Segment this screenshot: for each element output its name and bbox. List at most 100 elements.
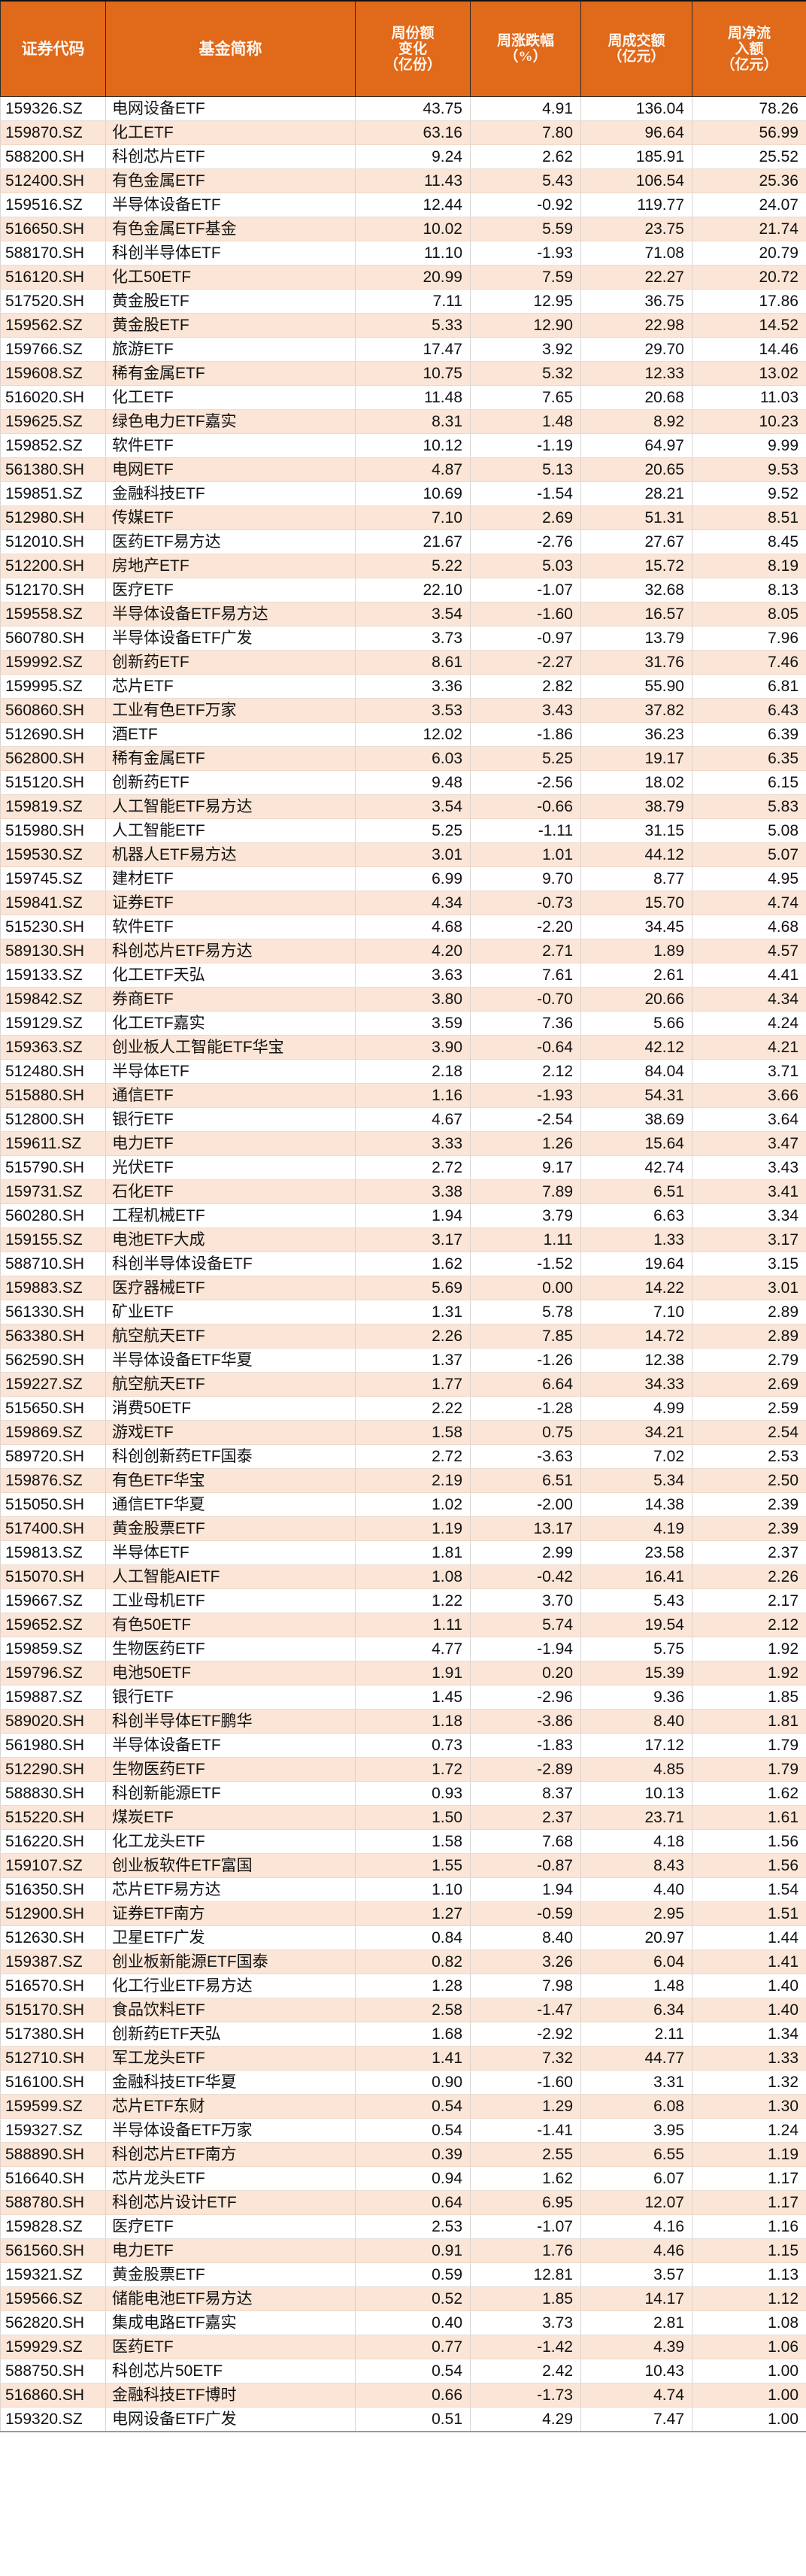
table-row[interactable]: 159227.SZ 航空航天ETF 1.77 6.64 34.33 2.69 <box>0 1372 806 1397</box>
table-row[interactable]: 515790.SH 光伏ETF 2.72 9.17 42.74 3.43 <box>0 1155 806 1180</box>
table-row[interactable]: 588890.SH 科创芯片ETF南方 0.39 2.55 6.55 1.19 <box>0 2142 806 2167</box>
table-row[interactable]: 588200.SH 科创芯片ETF 9.24 2.62 185.91 25.52 <box>0 144 806 169</box>
table-row[interactable]: 561980.SH 半导体设备ETF 0.73 -1.83 17.12 1.79 <box>0 1733 806 1758</box>
table-row[interactable]: 159530.SZ 机器人ETF易方达 3.01 1.01 44.12 5.07 <box>0 842 806 867</box>
table-row[interactable]: 588170.SH 科创半导体ETF 11.10 -1.93 71.08 20.79 <box>0 241 806 265</box>
table-row[interactable]: 159363.SZ 创业板人工智能ETF华宝 3.90 -0.64 42.12 4.21 <box>0 1035 806 1060</box>
table-row[interactable]: 588710.SH 科创半导体设备ETF 1.62 -1.52 19.64 3.15 <box>0 1252 806 1276</box>
table-row[interactable]: 159828.SZ 医疗ETF 2.53 -1.07 4.16 1.16 <box>0 2214 806 2239</box>
table-row[interactable]: 516100.SH 金融科技ETF华夏 0.90 -1.60 3.31 1.32 <box>0 2070 806 2095</box>
column-header-turnover[interactable]: 周成交额 （亿元） <box>580 0 692 97</box>
table-row[interactable]: 589720.SH 科创创新药ETF国泰 2.72 -3.63 7.02 2.53 <box>0 1444 806 1469</box>
table-row[interactable]: 159611.SZ 电力ETF 3.33 1.26 15.64 3.47 <box>0 1131 806 1156</box>
table-row[interactable]: 515650.SH 消费50ETF 2.22 -1.28 4.99 2.59 <box>0 1396 806 1421</box>
table-row[interactable]: 562590.SH 半导体设备ETF华夏 1.37 -1.26 12.38 2.79 <box>0 1348 806 1373</box>
table-row[interactable]: 159320.SZ 电网设备ETF广发 0.51 4.29 7.47 1.00 <box>0 2407 806 2432</box>
table-row[interactable]: 517400.SH 黄金股票ETF 1.19 13.17 4.19 2.39 <box>0 1516 806 1541</box>
table-row[interactable]: 159813.SZ 半导体ETF 1.81 2.99 23.58 2.37 <box>0 1540 806 1565</box>
table-row[interactable]: 159327.SZ 半导体设备ETF万家 0.54 -1.41 3.95 1.24 <box>0 2118 806 2143</box>
table-row[interactable]: 561560.SH 电力ETF 0.91 1.76 4.46 1.15 <box>0 2238 806 2263</box>
table-row[interactable]: 589020.SH 科创半导体ETF鹏华 1.18 -3.86 8.40 1.81 <box>0 1709 806 1734</box>
table-row[interactable]: 159870.SZ 化工ETF 63.16 7.80 96.64 56.99 <box>0 120 806 145</box>
table-row[interactable]: 516120.SH 化工50ETF 20.99 7.59 22.27 20.72 <box>0 265 806 290</box>
table-row[interactable]: 159796.SZ 电池50ETF 1.91 0.20 15.39 1.92 <box>0 1661 806 1685</box>
table-row[interactable]: 159992.SZ 创新药ETF 8.61 -2.27 31.76 7.46 <box>0 650 806 675</box>
table-row[interactable]: 588750.SH 科创芯片50ETF 0.54 2.42 10.43 1.00 <box>0 2359 806 2383</box>
table-row[interactable]: 512980.SH 传媒ETF 7.10 2.69 51.31 8.51 <box>0 505 806 530</box>
table-row[interactable]: 159995.SZ 芯片ETF 3.36 2.82 55.90 6.81 <box>0 674 806 699</box>
table-row[interactable]: 159652.SZ 有色50ETF 1.11 5.74 19.54 2.12 <box>0 1613 806 1637</box>
table-row[interactable]: 512900.SH 证券ETF南方 1.27 -0.59 2.95 1.51 <box>0 1901 806 1926</box>
table-row[interactable]: 515050.SH 通信ETF华夏 1.02 -2.00 14.38 2.39 <box>0 1492 806 1517</box>
table-row[interactable]: 159558.SZ 半导体设备ETF易方达 3.54 -1.60 16.57 8.05 <box>0 602 806 627</box>
table-row[interactable]: 159608.SZ 稀有金属ETF 10.75 5.32 12.33 13.02 <box>0 361 806 386</box>
table-row[interactable]: 512480.SH 半导体ETF 2.18 2.12 84.04 3.71 <box>0 1059 806 1084</box>
table-row[interactable]: 517520.SH 黄金股ETF 7.11 12.95 36.75 17.86 <box>0 289 806 314</box>
table-row[interactable]: 515170.SH 食品饮料ETF 2.58 -1.47 6.34 1.40 <box>0 1998 806 2022</box>
table-row[interactable]: 515880.SH 通信ETF 1.16 -1.93 54.31 3.66 <box>0 1083 806 1108</box>
table-row[interactable]: 512800.SH 银行ETF 4.67 -2.54 38.69 3.64 <box>0 1107 806 1132</box>
table-row[interactable]: 515220.SH 煤炭ETF 1.50 2.37 23.71 1.61 <box>0 1805 806 1830</box>
table-row[interactable]: 562820.SH 集成电路ETF嘉实 0.40 3.73 2.81 1.08 <box>0 2311 806 2335</box>
table-row[interactable]: 159883.SZ 医疗器械ETF 5.69 0.00 14.22 3.01 <box>0 1276 806 1300</box>
table-row[interactable]: 512200.SH 房地产ETF 5.22 5.03 15.72 8.19 <box>0 554 806 578</box>
table-row[interactable]: 159667.SZ 工业母机ETF 1.22 3.70 5.43 2.17 <box>0 1588 806 1613</box>
table-row[interactable]: 159133.SZ 化工ETF天弘 3.63 7.61 2.61 4.41 <box>0 963 806 988</box>
table-row[interactable]: 560860.SH 工业有色ETF万家 3.53 3.43 37.82 6.43 <box>0 698 806 723</box>
table-row[interactable]: 159562.SZ 黄金股ETF 5.33 12.90 22.98 14.52 <box>0 313 806 338</box>
table-row[interactable]: 159842.SZ 券商ETF 3.80 -0.70 20.66 4.34 <box>0 987 806 1012</box>
table-row[interactable]: 159321.SZ 黄金股票ETF 0.59 12.81 3.57 1.13 <box>0 2262 806 2287</box>
table-row[interactable]: 516350.SH 芯片ETF易方达 1.10 1.94 4.40 1.54 <box>0 1877 806 1902</box>
table-row[interactable]: 516220.SH 化工龙头ETF 1.58 7.68 4.18 1.56 <box>0 1829 806 1854</box>
table-row[interactable]: 588780.SH 科创芯片设计ETF 0.64 6.95 12.07 1.17 <box>0 2190 806 2215</box>
table-row[interactable]: 517380.SH 创新药ETF天弘 1.68 -2.92 2.11 1.34 <box>0 2022 806 2047</box>
table-row[interactable]: 515070.SH 人工智能AIETF 1.08 -0.42 16.41 2.26 <box>0 1564 806 1589</box>
table-row[interactable]: 159851.SZ 金融科技ETF 10.69 -1.54 28.21 9.52 <box>0 481 806 506</box>
table-row[interactable]: 515980.SH 人工智能ETF 5.25 -1.11 31.15 5.08 <box>0 818 806 843</box>
table-row[interactable]: 159766.SZ 旅游ETF 17.47 3.92 29.70 14.46 <box>0 337 806 362</box>
table-row[interactable]: 159387.SZ 创业板新能源ETF国泰 0.82 3.26 6.04 1.41 <box>0 1949 806 1974</box>
table-row[interactable]: 159876.SZ 有色ETF华宝 2.19 6.51 5.34 2.50 <box>0 1468 806 1493</box>
table-row[interactable]: 589130.SH 科创芯片ETF易方达 4.20 2.71 1.89 4.57 <box>0 939 806 963</box>
table-row[interactable]: 516020.SH 化工ETF 11.48 7.65 20.68 11.03 <box>0 385 806 410</box>
table-row[interactable]: 159859.SZ 生物医药ETF 4.77 -1.94 5.75 1.92 <box>0 1637 806 1661</box>
table-row[interactable]: 159841.SZ 证券ETF 4.34 -0.73 15.70 4.74 <box>0 891 806 915</box>
table-row[interactable]: 515120.SH 创新药ETF 9.48 -2.56 18.02 6.15 <box>0 770 806 795</box>
column-header-name[interactable]: 基金简称 <box>105 0 356 97</box>
table-row[interactable]: 560780.SH 半导体设备ETF广发 3.73 -0.97 13.79 7.96 <box>0 626 806 651</box>
table-row[interactable]: 516570.SH 化工行业ETF易方达 1.28 7.98 1.48 1.40 <box>0 1974 806 1998</box>
table-row[interactable]: 516860.SH 金融科技ETF博时 0.66 -1.73 4.74 1.00 <box>0 2383 806 2408</box>
table-row[interactable]: 159155.SZ 电池ETF大成 3.17 1.11 1.33 3.17 <box>0 1227 806 1252</box>
table-row[interactable]: 516640.SH 芯片龙头ETF 0.94 1.62 6.07 1.17 <box>0 2166 806 2191</box>
table-row[interactable]: 159599.SZ 芯片ETF东财 0.54 1.29 6.08 1.30 <box>0 2094 806 2119</box>
column-header-week-change[interactable]: 周涨跌幅 （%） <box>470 0 581 97</box>
table-row[interactable]: 159625.SZ 绿色电力ETF嘉实 8.31 1.48 8.92 10.23 <box>0 409 806 434</box>
table-row[interactable]: 159869.SZ 游戏ETF 1.58 0.75 34.21 2.54 <box>0 1420 806 1445</box>
column-header-share-change[interactable]: 周份额 变化 （亿份） <box>355 0 471 97</box>
table-row[interactable]: 512710.SH 军工龙头ETF 1.41 7.32 44.77 1.33 <box>0 2046 806 2071</box>
table-row[interactable]: 159566.SZ 储能电池ETF易方达 0.52 1.85 14.17 1.12 <box>0 2286 806 2311</box>
column-header-net-inflow[interactable]: 周净流 入额 （亿元） <box>692 0 806 97</box>
table-row[interactable]: 159745.SZ 建材ETF 6.99 9.70 8.77 4.95 <box>0 866 806 891</box>
table-row[interactable]: 512690.SH 酒ETF 12.02 -1.86 36.23 6.39 <box>0 722 806 747</box>
table-row[interactable]: 561380.SH 电网ETF 4.87 5.13 20.65 9.53 <box>0 457 806 482</box>
table-row[interactable]: 516650.SH 有色金属ETF基金 10.02 5.59 23.75 21.74 <box>0 217 806 241</box>
table-row[interactable]: 515230.SH 软件ETF 4.68 -2.20 34.45 4.68 <box>0 915 806 939</box>
table-row[interactable]: 562800.SH 稀有金属ETF 6.03 5.25 19.17 6.35 <box>0 746 806 771</box>
table-row[interactable]: 159731.SZ 石化ETF 3.38 7.89 6.51 3.41 <box>0 1179 806 1204</box>
table-row[interactable]: 159326.SZ 电网设备ETF 43.75 4.91 136.04 78.26 <box>0 96 806 121</box>
table-row[interactable]: 512400.SH 有色金属ETF 11.43 5.43 106.54 25.36 <box>0 168 806 193</box>
table-row[interactable]: 512630.SH 卫星ETF广发 0.84 8.40 20.97 1.44 <box>0 1925 806 1950</box>
table-row[interactable]: 563380.SH 航空航天ETF 2.26 7.85 14.72 2.89 <box>0 1324 806 1349</box>
table-row[interactable]: 159516.SZ 半导体设备ETF 12.44 -0.92 119.77 24.07 <box>0 193 806 217</box>
table-row[interactable]: 560280.SH 工程机械ETF 1.94 3.79 6.63 3.34 <box>0 1203 806 1228</box>
table-row[interactable]: 159887.SZ 银行ETF 1.45 -2.96 9.36 1.85 <box>0 1685 806 1710</box>
column-header-code[interactable]: 证券代码 <box>0 0 106 97</box>
table-row[interactable]: 588830.SH 科创新能源ETF 0.93 8.37 10.13 1.62 <box>0 1781 806 1806</box>
table-row[interactable]: 159929.SZ 医药ETF 0.77 -1.42 4.39 1.06 <box>0 2335 806 2359</box>
table-row[interactable]: 512170.SH 医疗ETF 22.10 -1.07 32.68 8.13 <box>0 578 806 602</box>
table-row[interactable]: 159819.SZ 人工智能ETF易方达 3.54 -0.66 38.79 5.83 <box>0 794 806 819</box>
table-row[interactable]: 512290.SH 生物医药ETF 1.72 -2.89 4.85 1.79 <box>0 1757 806 1782</box>
table-row[interactable]: 159852.SZ 软件ETF 10.12 -1.19 64.97 9.99 <box>0 433 806 458</box>
table-row[interactable]: 561330.SH 矿业ETF 1.31 5.78 7.10 2.89 <box>0 1300 806 1324</box>
